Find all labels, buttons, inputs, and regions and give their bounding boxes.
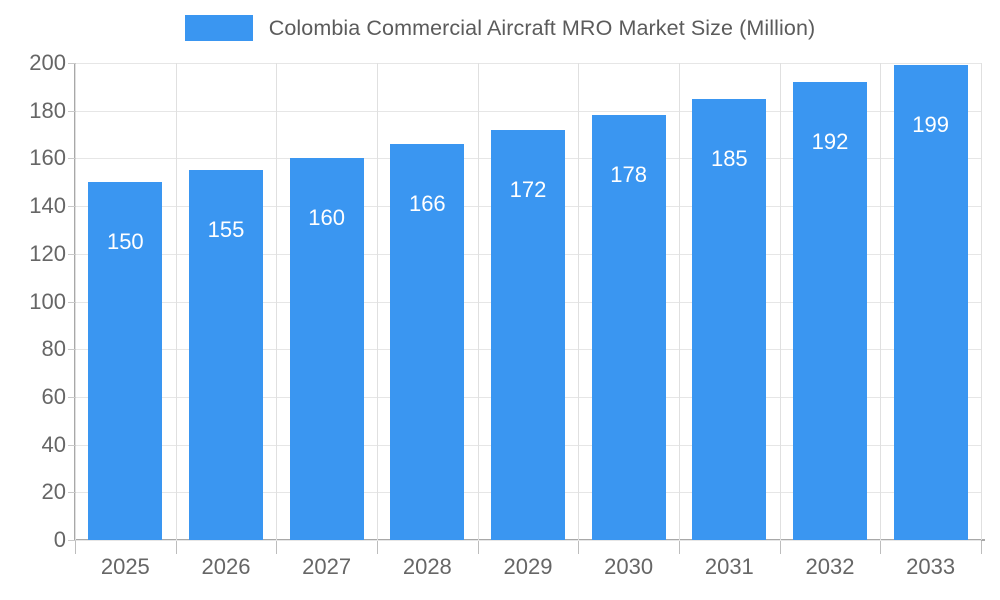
x-gridline [779,63,781,540]
bar-value-label: 199 [912,112,949,138]
plot-area: 150 155 160 166 172 178 185 192 199 [75,63,982,541]
y-axis-tick-label: 20 [41,479,66,505]
x-axis-tick-label: 2027 [302,554,352,579]
x-axis-tick-label: 2025 [100,554,150,579]
x-axis-tick-mark [75,541,76,554]
bar-value-label: 172 [509,176,547,202]
y-axis-tick-labels: 0 20 40 60 80 100 120 140 160 180 200 [0,0,66,600]
bar-value-label: 185 [710,145,748,171]
y-axis-tick-mark [68,349,76,351]
y-axis-tick-label: 180 [29,97,66,123]
y-axis-tick-mark [68,444,76,446]
y-axis-tick-label: 160 [29,145,66,171]
x-gridline [679,63,680,540]
y-axis-tick-mark [68,253,76,255]
y-axis-tick-mark [68,63,76,64]
x-axis-tick-label: 2033 [906,554,956,579]
y-axis-tick-label: 40 [41,431,66,457]
x-axis-tick-mark [981,541,982,554]
bar-value-label: 155 [207,217,245,243]
y-axis-tick-mark [68,396,76,398]
bar[interactable] [893,65,968,540]
y-axis-tick-label: 100 [29,288,66,314]
y-axis-tick-mark [68,540,76,541]
x-gridline [175,63,177,540]
bar[interactable] [189,170,263,540]
x-axis-tick-mark [578,541,580,554]
y-axis-tick-mark [68,110,76,112]
x-gridline [477,63,479,540]
x-axis-tick-mark [779,541,781,554]
x-axis-tick-label: 2028 [402,554,452,579]
x-axis-tick-mark [880,541,882,554]
x-axis-tick-label: 2032 [805,554,855,579]
x-axis-tick-mark [175,541,177,554]
x-axis-tick-mark [377,541,378,554]
bar-value-label: 178 [610,162,647,188]
x-gridline [880,63,882,540]
y-gridline [75,540,981,541]
y-axis-tick-label: 140 [29,193,66,219]
legend-color-swatch-icon [184,15,253,41]
bar-value-label: 150 [106,229,144,255]
y-axis-tick-label: 200 [29,50,66,75]
y-axis-tick-mark [68,301,76,303]
x-gridline [276,63,278,540]
bar[interactable] [793,82,867,540]
bar-value-label: 192 [811,129,849,155]
y-axis-tick-label: 80 [41,336,66,362]
bar[interactable] [491,129,565,540]
x-axis-tick-label: 2030 [604,554,654,579]
y-gridline [75,110,981,112]
y-axis-tick-mark [68,206,76,208]
y-axis-tick-label: 120 [29,240,66,266]
x-axis-tick-mark [679,541,680,554]
y-axis-tick-label: 60 [41,383,66,409]
x-gridline [981,63,982,540]
bar[interactable] [390,144,465,540]
x-axis-tick-mark [477,541,479,554]
x-axis-tick-label: 2026 [201,554,251,579]
y-gridline [75,63,981,64]
x-axis-tick-label: 2031 [704,554,754,579]
x-axis-tick-label: 2029 [503,554,553,579]
bar-value-label: 166 [408,191,446,217]
x-gridline [578,63,580,540]
bar[interactable] [591,115,666,540]
bar[interactable] [289,158,364,540]
y-axis-tick-mark [68,492,76,494]
y-axis-tick-mark [68,158,76,160]
legend-item-series-1[interactable]: Colombia Commercial Aircraft MRO Market … [184,15,816,41]
x-axis-tick-mark [276,541,278,554]
legend-item-label: Colombia Commercial Aircraft MRO Market … [268,15,816,40]
bar-value-label: 160 [308,205,345,231]
bar[interactable] [692,98,767,540]
y-axis-tick-label: 0 [53,527,66,552]
bar[interactable] [88,182,163,540]
x-gridline [377,63,378,540]
chart-legend: Colombia Commercial Aircraft MRO Market … [0,0,1000,56]
